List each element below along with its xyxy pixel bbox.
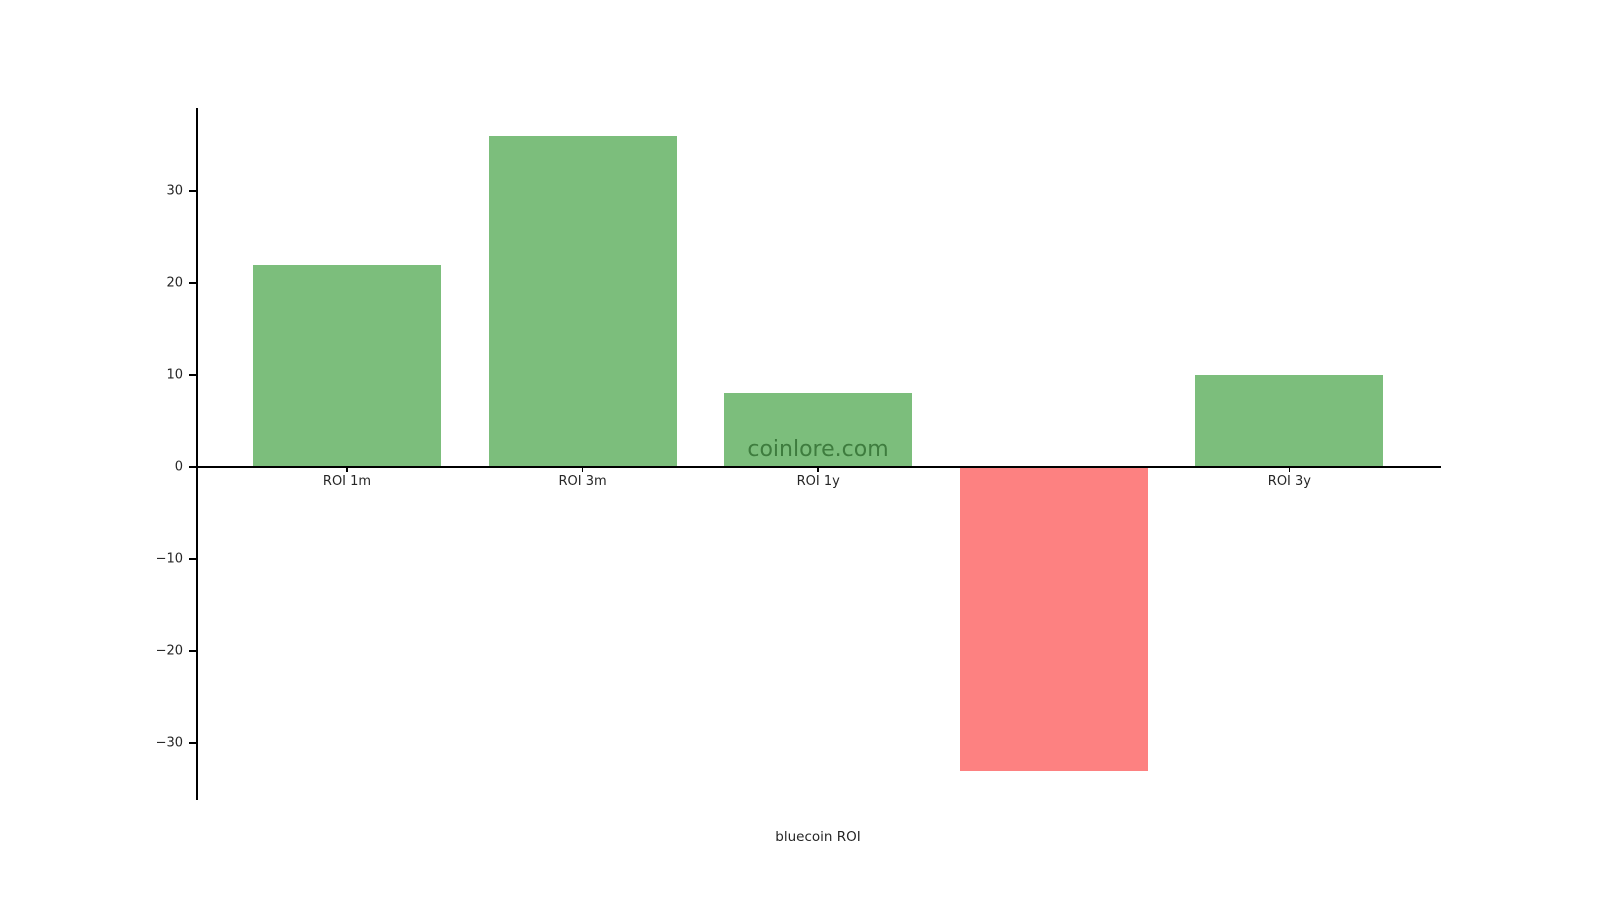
x-axis-tick bbox=[1288, 467, 1291, 472]
y-axis-tick-label: 0 bbox=[174, 459, 183, 475]
bar-roi-1m bbox=[253, 264, 441, 467]
y-axis-line bbox=[196, 108, 198, 800]
y-axis-tick bbox=[189, 466, 196, 468]
y-axis-tick-label: 10 bbox=[166, 367, 183, 383]
x-axis-tick bbox=[581, 467, 584, 472]
x-axis-tick-label: ROI 1y bbox=[796, 474, 840, 489]
y-axis-tick bbox=[189, 558, 196, 560]
x-axis-title: bluecoin ROI bbox=[775, 829, 861, 845]
bar-roi-3y bbox=[1195, 375, 1384, 467]
x-axis-tick bbox=[346, 467, 348, 472]
x-axis-line bbox=[196, 466, 1441, 468]
y-axis-tick-label: 30 bbox=[166, 183, 183, 199]
x-axis-tick-label: ROI 3y bbox=[1267, 474, 1311, 489]
x-axis-tick-label: ROI 3m bbox=[558, 474, 607, 489]
bar-hidden-label bbox=[959, 467, 1148, 771]
y-axis-tick bbox=[189, 374, 196, 376]
watermark-text: coinlore.com bbox=[747, 437, 889, 462]
y-axis-tick bbox=[189, 650, 196, 652]
y-axis-tick bbox=[189, 742, 196, 744]
y-axis-tick bbox=[189, 190, 196, 192]
x-axis-tick bbox=[817, 467, 819, 472]
x-axis-tick-label: ROI 1m bbox=[322, 474, 372, 489]
y-axis-tick-label: 20 bbox=[166, 275, 183, 291]
bar-roi-3m bbox=[488, 135, 677, 467]
y-axis-tick bbox=[189, 282, 196, 284]
bar-roi-1y bbox=[724, 393, 913, 467]
y-axis-tick-label: −10 bbox=[155, 551, 183, 567]
y-axis-tick-label: −30 bbox=[155, 735, 183, 751]
y-axis-tick-label: −20 bbox=[155, 643, 183, 659]
